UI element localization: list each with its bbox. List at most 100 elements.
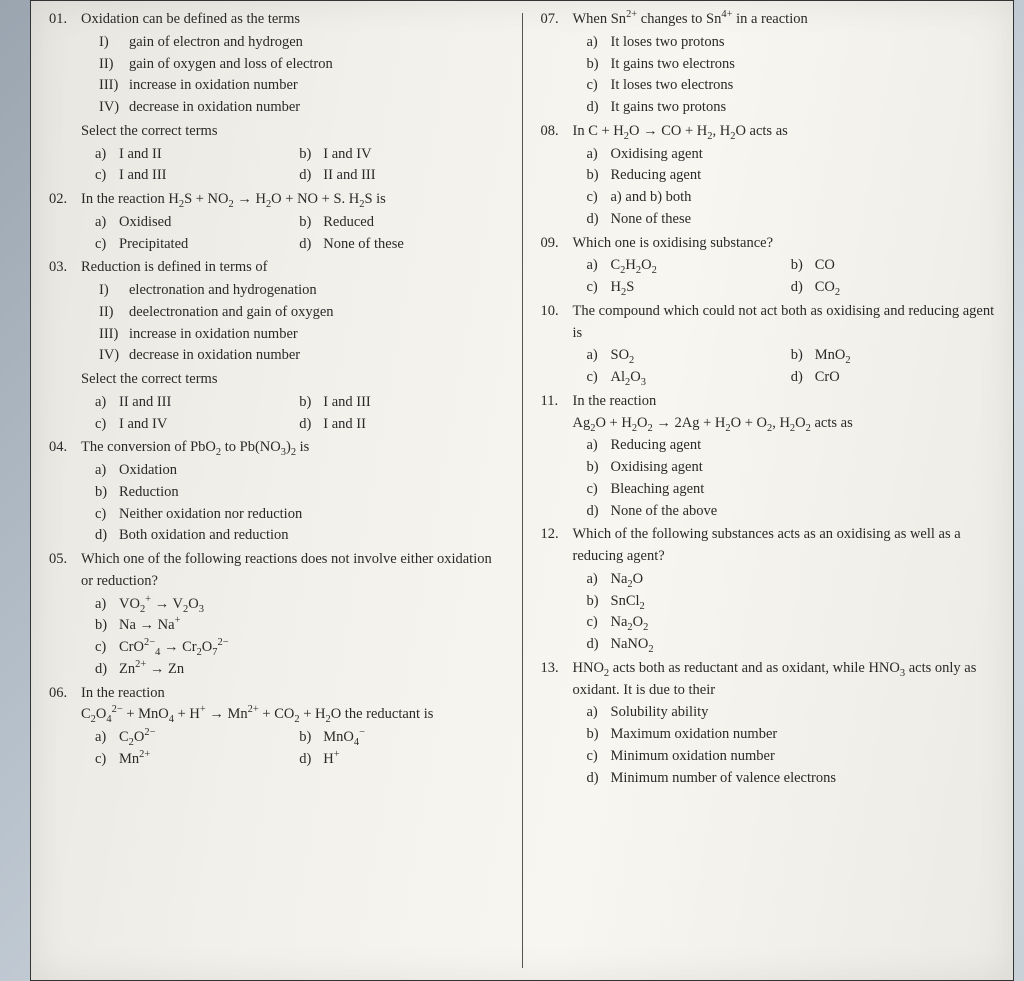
roman-item: IV)decrease in oxidation number xyxy=(99,97,504,119)
option: c)It loses two electrons xyxy=(587,75,996,97)
option-text: CO xyxy=(815,255,835,277)
option: d)None of these xyxy=(587,209,996,231)
options: a)Oxidisedb)Reducedc)Precipitatedd)None … xyxy=(81,212,504,256)
options: a)II and IIIb)I and IIIc)I and IVd)I and… xyxy=(81,392,504,436)
question-stem: When Sn2+ changes to Sn4+ in a reaction xyxy=(573,9,996,31)
option-letter: a) xyxy=(587,255,611,277)
option-text: None of the above xyxy=(611,501,718,523)
option-letter: a) xyxy=(587,435,611,457)
question-body: Reduction is defined in terms ofI)electr… xyxy=(81,257,504,435)
option-text: It gains two electrons xyxy=(611,54,735,76)
option: a)C2O2− xyxy=(95,727,299,749)
option: d)NaNO2 xyxy=(587,634,996,656)
option-text: CO2 xyxy=(815,277,840,299)
question-stem: In the reactionAg2O + H2O2 → 2Ag + H2O +… xyxy=(573,391,996,435)
option-letter: c) xyxy=(95,414,119,436)
roman-numeral: IV) xyxy=(99,97,129,119)
option-text: Both oxidation and reduction xyxy=(119,525,289,547)
question-body: The compound which could not act both as… xyxy=(573,301,996,389)
question-body: In the reactionC2O42− + MnO4 + H+ → Mn2+… xyxy=(81,683,504,771)
option-text: Reduced xyxy=(323,212,374,234)
option: a)Oxidised xyxy=(95,212,299,234)
option-text: Oxidising agent xyxy=(611,457,703,479)
option-letter: d) xyxy=(299,165,323,187)
option: d)None of the above xyxy=(587,501,996,523)
option-letter: b) xyxy=(299,144,323,166)
option: a)Oxidising agent xyxy=(587,144,996,166)
option-letter: c) xyxy=(95,165,119,187)
question-body: In the reaction H2S + NO2 → H2O + NO + S… xyxy=(81,189,504,255)
question-body: Oxidation can be defined as the termsI)g… xyxy=(81,9,504,187)
roman-text: gain of oxygen and loss of electron xyxy=(129,54,333,76)
option-text: Minimum number of valence electrons xyxy=(611,768,837,790)
option-letter: b) xyxy=(95,482,119,504)
option: c)Mn2+ xyxy=(95,749,299,771)
question: 05.Which one of the following reactions … xyxy=(49,549,504,681)
option-letter: d) xyxy=(95,525,119,547)
option: b)CO xyxy=(791,255,995,277)
option-letter: a) xyxy=(587,702,611,724)
roman-list: I)gain of electron and hydrogenII)gain o… xyxy=(81,32,504,119)
option-letter: b) xyxy=(587,457,611,479)
option-text: NaNO2 xyxy=(611,634,654,656)
option-text: None of these xyxy=(611,209,692,231)
options: a)Reducing agentb)Oxidising agentc)Bleac… xyxy=(573,435,996,522)
options: a)VO2+ → V2O3b)Na → Na+c)CrO2−4 → Cr2O72… xyxy=(81,594,504,681)
options: a)It loses two protonsb)It gains two ele… xyxy=(573,32,996,119)
option-text: CrO2−4 → Cr2O72− xyxy=(119,637,229,659)
option: d)Zn2+ → Zn xyxy=(95,659,504,681)
roman-numeral: I) xyxy=(99,280,129,302)
option-text: Minimum oxidation number xyxy=(611,746,775,768)
option-text: Neither oxidation nor reduction xyxy=(119,504,302,526)
option: a)Solubility ability xyxy=(587,702,996,724)
option-text: C2H2O2 xyxy=(611,255,657,277)
option-letter: d) xyxy=(299,234,323,256)
option: b)I and IV xyxy=(299,144,503,166)
option-text: It loses two protons xyxy=(611,32,725,54)
option: c)CrO2−4 → Cr2O72− xyxy=(95,637,504,659)
option-letter: c) xyxy=(95,749,119,771)
roman-item: IV)decrease in oxidation number xyxy=(99,345,504,367)
roman-text: deelectronation and gain of oxygen xyxy=(129,302,334,324)
option-text: MnO2 xyxy=(815,345,851,367)
option-letter: a) xyxy=(587,32,611,54)
option: d)II and III xyxy=(299,165,503,187)
option-letter: d) xyxy=(791,367,815,389)
option-text: C2O2− xyxy=(119,727,155,749)
option: a)SO2 xyxy=(587,345,791,367)
option-text: VO2+ → V2O3 xyxy=(119,594,204,616)
question: 01.Oxidation can be defined as the terms… xyxy=(49,9,504,187)
question: 03.Reduction is defined in terms ofI)ele… xyxy=(49,257,504,435)
option: a)Na2O xyxy=(587,569,996,591)
question-number: 05. xyxy=(49,549,81,681)
option-letter: c) xyxy=(95,234,119,256)
option-text: I and IV xyxy=(119,414,167,436)
option-text: SO2 xyxy=(611,345,635,367)
option-text: Oxidising agent xyxy=(611,144,703,166)
option-text: CrO xyxy=(815,367,840,389)
question-number: 09. xyxy=(541,233,573,299)
option-letter: a) xyxy=(587,144,611,166)
option-letter: d) xyxy=(299,749,323,771)
roman-item: II)deelectronation and gain of oxygen xyxy=(99,302,504,324)
option-text: II and III xyxy=(119,392,171,414)
options: a)Oxidising agentb)Reducing agentc)a) an… xyxy=(573,144,996,231)
option: d)I and II xyxy=(299,414,503,436)
option-text: Oxidised xyxy=(119,212,171,234)
option-letter: d) xyxy=(587,97,611,119)
option-letter: c) xyxy=(95,504,119,526)
question: 10.The compound which could not act both… xyxy=(541,301,996,389)
option: a)I and II xyxy=(95,144,299,166)
question: 07.When Sn2+ changes to Sn4+ in a reacti… xyxy=(541,9,996,119)
option: b)Reducing agent xyxy=(587,165,996,187)
option-letter: c) xyxy=(587,479,611,501)
roman-item: III)increase in oxidation number xyxy=(99,324,504,346)
question: 02.In the reaction H2S + NO2 → H2O + NO … xyxy=(49,189,504,255)
option-text: It gains two protons xyxy=(611,97,727,119)
option: b)I and III xyxy=(299,392,503,414)
option-text: It loses two electrons xyxy=(611,75,734,97)
option-text: Na2O2 xyxy=(611,612,649,634)
option: a)VO2+ → V2O3 xyxy=(95,594,504,616)
question-number: 06. xyxy=(49,683,81,771)
option-text: Al2O3 xyxy=(611,367,646,389)
